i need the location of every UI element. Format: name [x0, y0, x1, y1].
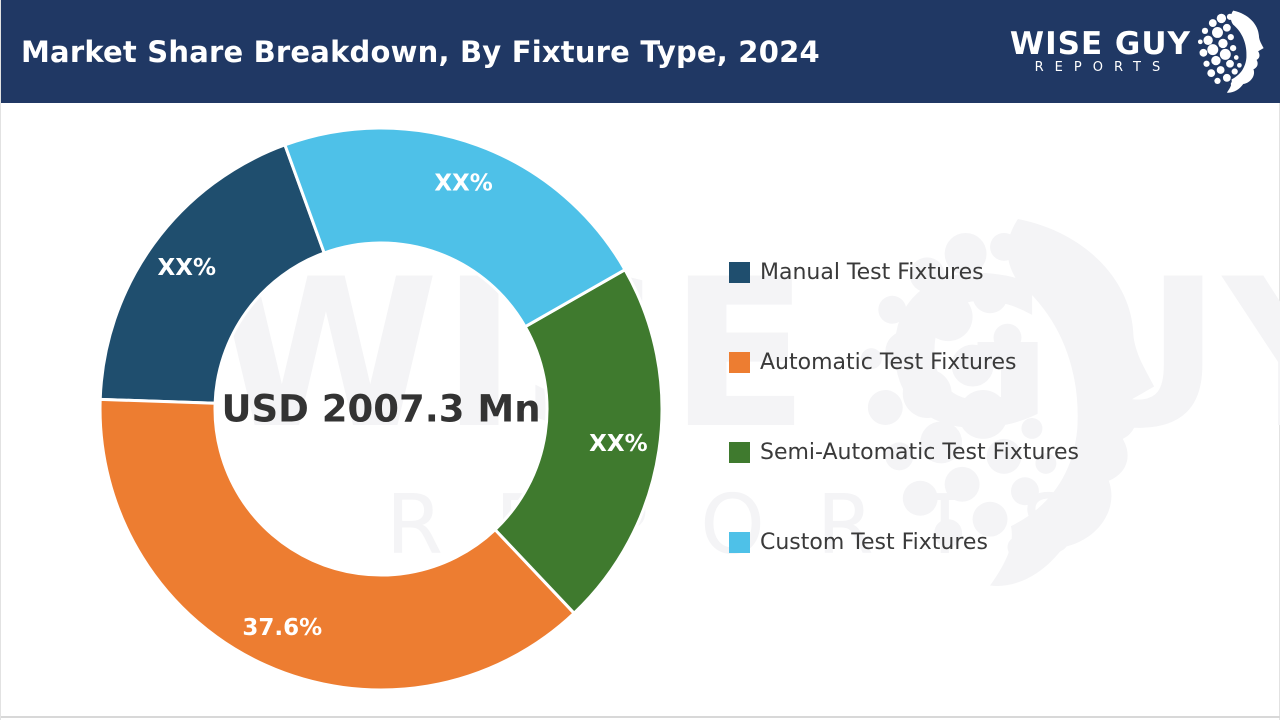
donut-slice-3 — [283, 126, 627, 329]
brand-logo: WISE GUY REPORTS — [1010, 9, 1267, 95]
header: Market Share Breakdown, By Fixture Type,… — [1, 0, 1280, 103]
brand-logo-text: WISE GUY REPORTS — [1010, 28, 1191, 76]
legend-label: Custom Test Fixtures — [760, 529, 988, 555]
legend-item-semi-automatic: Semi-Automatic Test Fixtures — [729, 430, 1079, 474]
legend-swatch-custom — [729, 531, 750, 553]
legend-swatch-automatic — [729, 351, 750, 373]
donut-slice-0 — [98, 143, 326, 405]
slice-label-0: XX% — [158, 255, 217, 281]
brand-face-icon — [1197, 10, 1264, 93]
slice-label-1: 37.6% — [242, 615, 322, 641]
legend-label: Automatic Test Fixtures — [760, 349, 1017, 375]
slice-label-3: XX% — [434, 171, 493, 197]
legend-item-automatic: Automatic Test Fixtures — [729, 340, 1079, 384]
donut-slice-1 — [98, 397, 576, 692]
chart-center-value: USD 2007.3 Mn — [221, 387, 541, 431]
chart-legend: Manual Test Fixtures Automatic Test Fixt… — [729, 250, 1079, 610]
legend-item-manual: Manual Test Fixtures — [729, 250, 1079, 294]
legend-swatch-semi-automatic — [729, 441, 750, 463]
legend-label: Manual Test Fixtures — [760, 259, 984, 285]
brand-name: WISE GUY — [1009, 25, 1191, 62]
legend-label: Semi-Automatic Test Fixtures — [760, 439, 1079, 465]
legend-swatch-manual — [729, 261, 750, 283]
slice-label-2: XX% — [589, 431, 648, 457]
donut-slice-2 — [493, 268, 664, 615]
legend-item-custom: Custom Test Fixtures — [729, 520, 1079, 564]
brand-subtitle: REPORTS — [1034, 60, 1172, 76]
bottom-divider — [1, 716, 1280, 718]
page-title: Market Share Breakdown, By Fixture Type,… — [21, 34, 820, 69]
